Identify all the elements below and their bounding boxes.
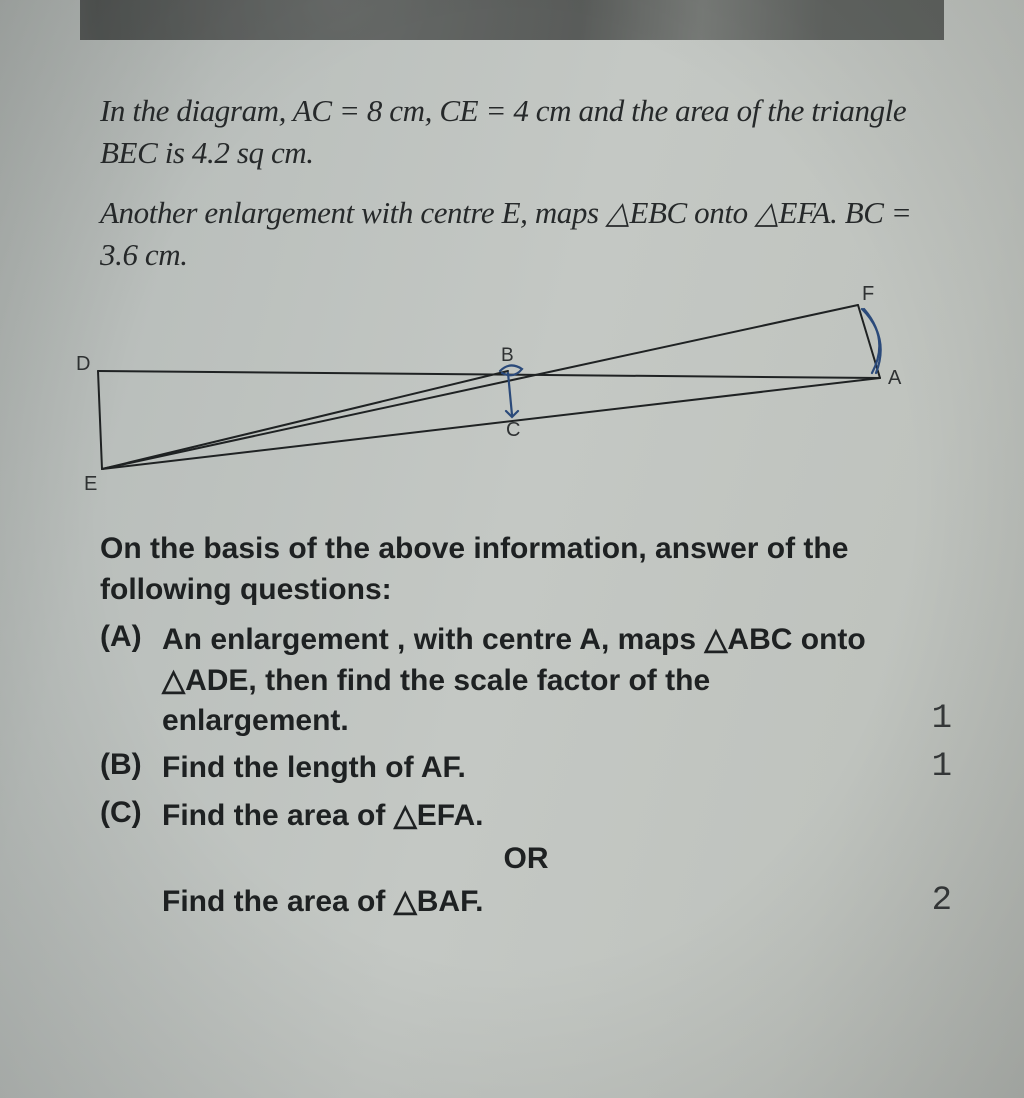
or-separator: OR bbox=[100, 842, 952, 876]
label-e: E bbox=[84, 473, 97, 496]
intro-paragraph-2: Another enlargement with centre E, maps … bbox=[100, 192, 952, 276]
question-c-marks bbox=[904, 832, 952, 836]
question-c: (C) Find the area of △EFA. bbox=[100, 796, 952, 837]
label-a: A bbox=[888, 367, 901, 390]
label-c: C bbox=[506, 419, 520, 442]
basis-heading: On the basis of the above information, a… bbox=[100, 529, 952, 610]
question-a-letter: (A) bbox=[100, 620, 162, 742]
label-b: B bbox=[501, 345, 514, 367]
question-a: (A) An enlargement , with centre A, maps… bbox=[100, 620, 952, 742]
question-alt-text: Find the area of △BAF. bbox=[162, 882, 904, 924]
question-alt-spacer bbox=[100, 882, 162, 924]
label-d: D bbox=[76, 353, 90, 376]
geometry-diagram: D E B C A F bbox=[80, 293, 900, 503]
question-b: (B) Find the length of AF. 1 bbox=[100, 748, 952, 790]
intro-paragraph-1: In the diagram, AC = 8 cm, CE = 4 cm and… bbox=[100, 90, 952, 174]
question-c-letter: (C) bbox=[100, 796, 162, 837]
question-alt: Find the area of △BAF. 2 bbox=[100, 882, 952, 924]
question-a-text: An enlargement , with centre A, maps △AB… bbox=[162, 620, 904, 742]
question-b-marks: 1 bbox=[904, 748, 952, 790]
question-a-marks: 1 bbox=[904, 700, 952, 742]
question-b-text: Find the length of AF. bbox=[162, 748, 904, 790]
diagram-svg bbox=[80, 293, 900, 503]
label-f: F bbox=[862, 283, 874, 306]
header-photo-strip bbox=[80, 0, 944, 40]
question-alt-marks: 2 bbox=[904, 882, 952, 924]
question-c-text: Find the area of △EFA. bbox=[162, 796, 904, 837]
question-b-letter: (B) bbox=[100, 748, 162, 790]
